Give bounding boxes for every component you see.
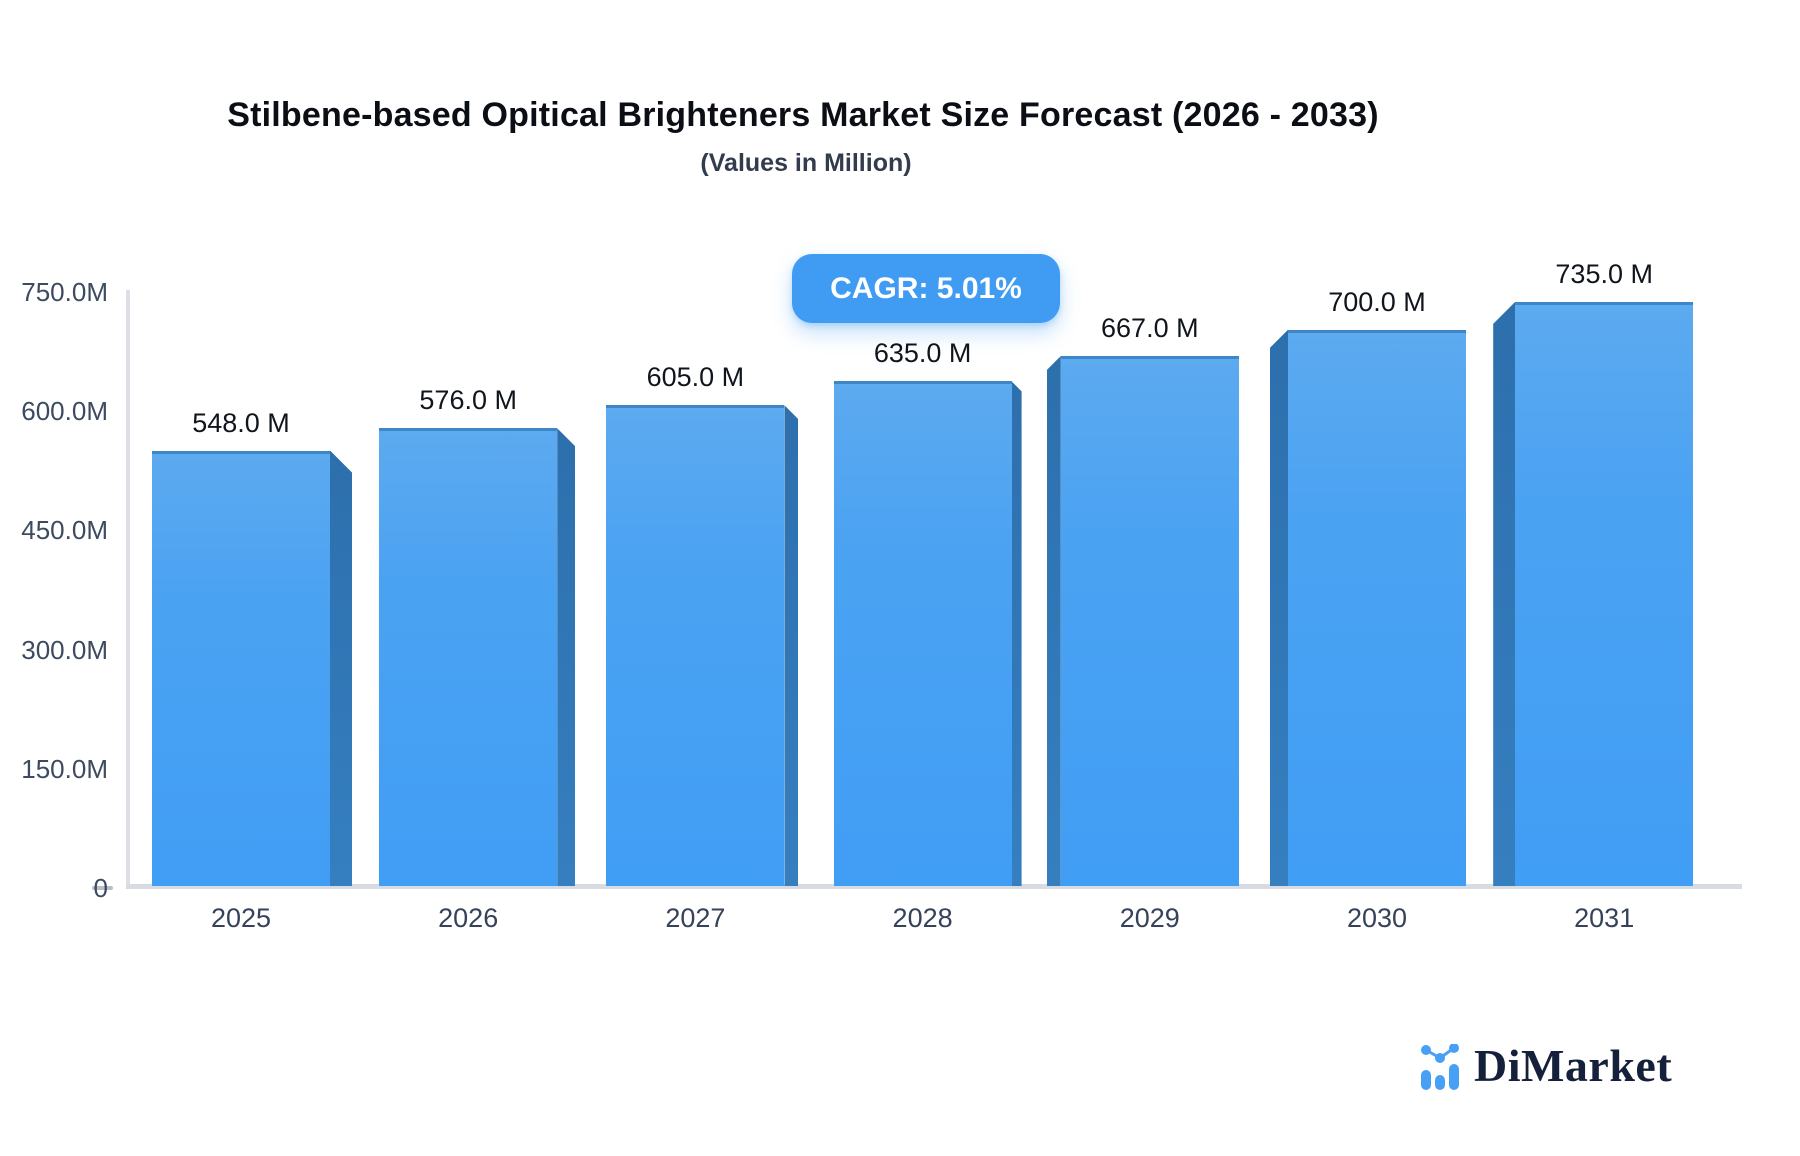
bar-value-label: 700.0 M — [1328, 286, 1426, 317]
bar-2029 — [1060, 355, 1239, 886]
bar-value-label: 605.0 M — [646, 362, 745, 393]
bar-side-face — [330, 450, 352, 886]
y-tick-label: 150.0M — [21, 753, 108, 784]
x-tick-label: 2029 — [1119, 903, 1180, 933]
x-tick-label: 2025 — [210, 903, 272, 933]
bar-side-face — [1011, 381, 1022, 886]
cagr-badge: CAGR: 5.01% — [792, 254, 1060, 323]
x-tick-label: 2026 — [438, 903, 499, 933]
y-tick-label: 600.0M — [21, 396, 108, 427]
x-axis-line — [126, 884, 1742, 889]
bar-line-chart-icon — [1421, 1044, 1459, 1090]
bar-value-label: 635.0 M — [873, 338, 972, 369]
bar-side-face — [557, 428, 576, 886]
bar-value-label: 667.0 M — [1101, 312, 1199, 343]
y-tick-label: 0 — [93, 873, 108, 903]
bar-2027 — [606, 405, 785, 886]
bar-value-label: 576.0 M — [419, 385, 517, 416]
bar-2026 — [379, 428, 558, 886]
bar-2031 — [1515, 301, 1694, 886]
y-tick-label: 300.0M — [21, 634, 108, 665]
bar-value-label: 548.0 M — [192, 407, 290, 438]
brand-logo: DiMarket — [1420, 1042, 1672, 1090]
y-tick-label: 450.0M — [21, 515, 108, 546]
bar-2030 — [1288, 329, 1466, 886]
bar-side-face — [1046, 355, 1061, 886]
bar-side-face — [1493, 301, 1516, 886]
bar-side-face — [784, 405, 799, 886]
y-axis-line — [126, 290, 130, 886]
bar-value-label: 735.0 M — [1555, 258, 1653, 289]
y-tick-label: 750.0M — [21, 277, 108, 307]
x-tick-label: 2028 — [892, 903, 953, 933]
chart-title: Stilbene-based Opitical Brighteners Mark… — [227, 96, 1379, 134]
bar-side-face — [1270, 329, 1288, 886]
x-tick-label: 2027 — [665, 903, 726, 933]
chart-subtitle: (Values in Million) — [700, 149, 912, 177]
bar-2025 — [152, 450, 330, 886]
bar-2028 — [833, 381, 1012, 886]
zero-tick-mark — [92, 886, 113, 890]
x-tick-label: 2031 — [1574, 903, 1635, 933]
brand-name: DiMarket — [1474, 1040, 1673, 1091]
x-tick-label: 2030 — [1346, 903, 1408, 933]
